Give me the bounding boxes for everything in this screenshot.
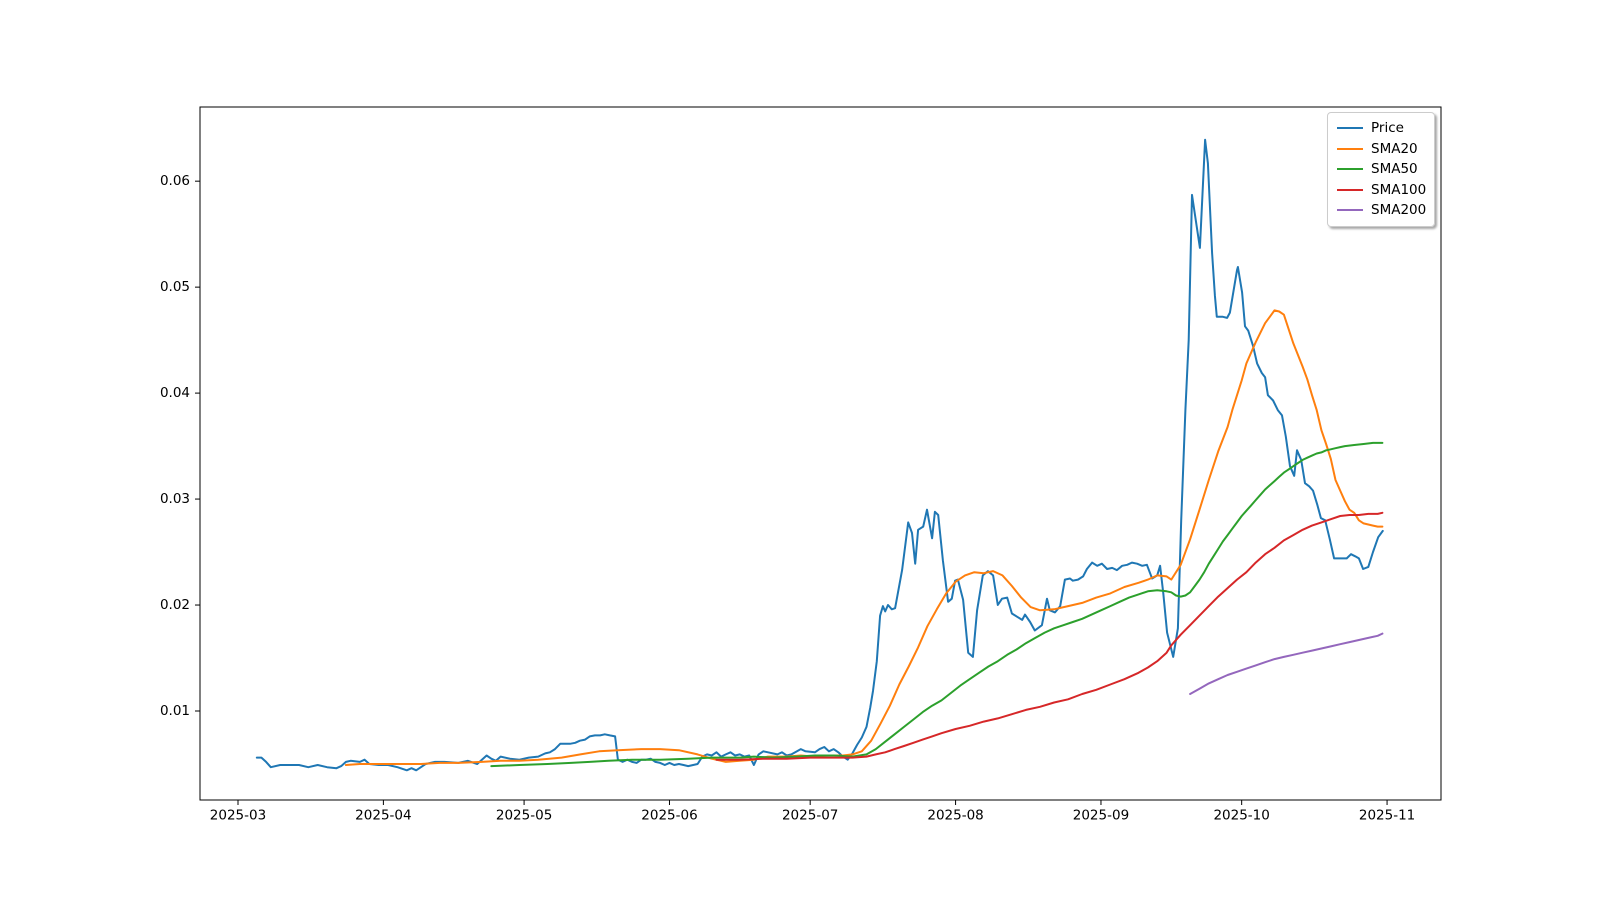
x-tick-label: 2025-11	[1359, 808, 1415, 824]
x-tick-label: 2025-10	[1213, 808, 1269, 824]
y-tick-label: 0.06	[160, 173, 190, 189]
legend-label-sma20: SMA20	[1371, 140, 1418, 157]
plot-frame	[199, 106, 1442, 801]
legend: Price SMA20 SMA50 SMA100 SMA200	[1327, 112, 1435, 227]
x-tick-label: 2025-07	[782, 808, 838, 824]
series-line-sma20	[344, 309, 1384, 766]
legend-label-sma200: SMA200	[1371, 202, 1427, 219]
series-line-sma200	[1189, 632, 1384, 695]
x-tick-label: 2025-09	[1073, 808, 1129, 824]
x-tick-label: 2025-05	[496, 808, 552, 824]
y-tick-label: 0.05	[160, 279, 190, 295]
y-tick-label: 0.04	[160, 385, 190, 401]
legend-item-price: Price	[1337, 118, 1426, 139]
sma20-line-swatch	[1337, 147, 1363, 150]
series-line-sma100	[715, 511, 1384, 761]
sma100-line-swatch	[1337, 188, 1363, 191]
sma200-line-swatch	[1337, 209, 1363, 212]
x-tick-label: 2025-06	[641, 808, 697, 824]
price-line-swatch	[1337, 127, 1363, 130]
sma50-line-swatch	[1337, 168, 1363, 171]
y-tick-label: 0.01	[160, 703, 190, 719]
series-line-sma50	[490, 441, 1384, 768]
series-line-price	[255, 138, 1384, 772]
x-tick-label: 2025-04	[355, 808, 411, 824]
y-tick-label: 0.02	[160, 597, 190, 613]
x-tick-label: 2025-08	[927, 808, 983, 824]
x-tick-label: 2025-03	[210, 808, 266, 824]
legend-label-price: Price	[1371, 120, 1404, 137]
legend-label-sma100: SMA100	[1371, 181, 1427, 198]
legend-item-sma20: SMA20	[1337, 139, 1426, 160]
legend-item-sma50: SMA50	[1337, 159, 1426, 180]
legend-item-sma200: SMA200	[1337, 200, 1426, 221]
y-tick-label: 0.03	[160, 491, 190, 507]
legend-label-sma50: SMA50	[1371, 161, 1418, 178]
legend-item-sma100: SMA100	[1337, 180, 1426, 201]
